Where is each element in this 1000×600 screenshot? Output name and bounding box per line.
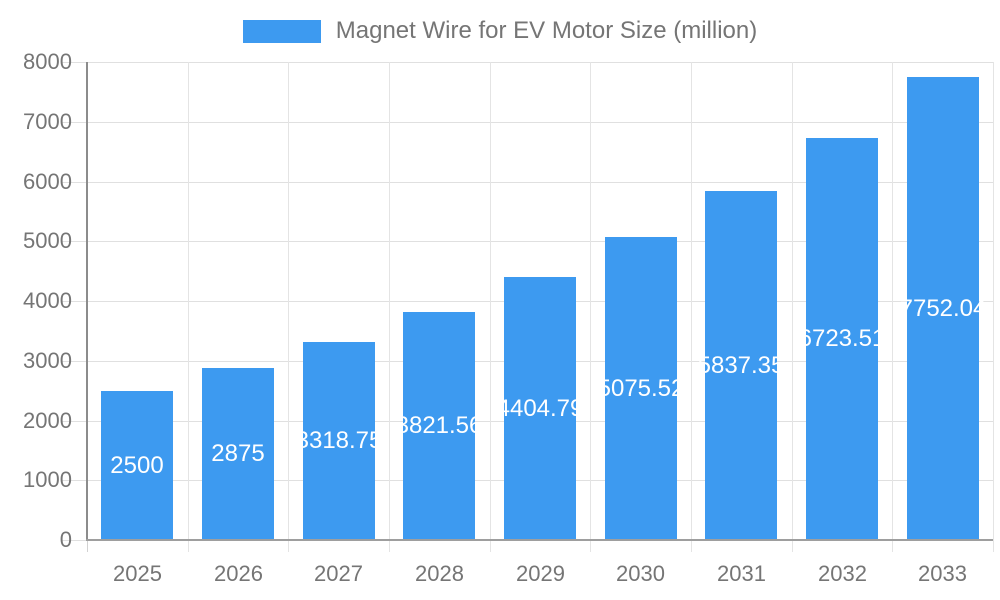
- bar-2029: 4404.79: [497, 277, 583, 540]
- x-gridline: [792, 62, 793, 552]
- x-axis-tick-label: 2033: [918, 561, 967, 586]
- y-axis-tick-label: 1000: [23, 467, 72, 492]
- bar-value-label: 2875: [211, 440, 265, 467]
- y-gridline: [62, 241, 993, 242]
- x-gridline: [490, 62, 491, 552]
- y-axis-tick-label: 8000: [23, 49, 72, 74]
- bar-value-label: 7752.04: [899, 294, 987, 322]
- y-axis-tick-label: 2000: [23, 408, 72, 433]
- bar-value-label: 5837.35: [697, 351, 785, 379]
- y-gridline: [62, 62, 993, 63]
- x-axis-tick-label: 2025: [113, 561, 162, 586]
- bar-value-label: 5075.52: [597, 374, 685, 402]
- bar-2028: 3821.56: [396, 312, 482, 540]
- y-axis-line: [86, 62, 88, 540]
- x-axis-tick-label: 2028: [415, 561, 464, 586]
- x-gridline: [590, 62, 591, 552]
- x-axis-tick-label: 2029: [516, 561, 565, 586]
- bar-2025: 2500: [101, 391, 173, 540]
- bar-2027: 3318.75: [296, 342, 382, 540]
- bar-2031: 5837.35: [698, 191, 784, 540]
- x-axis-tick-label: 2032: [818, 561, 867, 586]
- x-axis-tick-label: 2026: [214, 561, 263, 586]
- bar-2032: 6723.51: [799, 138, 885, 540]
- bar-2030: 5075.52: [598, 237, 684, 540]
- bar-value-label: 3318.75: [295, 427, 383, 454]
- x-axis-tick-label: 2031: [717, 561, 766, 586]
- legend-swatch-icon: [242, 19, 321, 43]
- x-gridline: [892, 62, 893, 552]
- x-gridline: [993, 62, 994, 552]
- x-gridline: [691, 62, 692, 552]
- bar-value-label: 3821.56: [395, 412, 483, 439]
- bar-value-label: 4404.79: [496, 394, 584, 422]
- bar-value-label: 6723.51: [798, 325, 886, 352]
- y-axis-tick-label: 5000: [23, 228, 72, 253]
- x-gridline: [389, 62, 390, 552]
- x-axis-line: [86, 539, 993, 541]
- y-axis-tick-label: 6000: [23, 169, 72, 194]
- x-gridline: [188, 62, 189, 552]
- x-axis-tick: [87, 540, 88, 552]
- y-axis-tick-label: 3000: [23, 348, 72, 373]
- legend[interactable]: Magnet Wire for EV Motor Size (million): [0, 17, 1000, 45]
- y-gridline: [62, 122, 993, 123]
- bar-2026: 2875: [202, 368, 274, 540]
- x-axis-tick-label: 2030: [616, 561, 665, 586]
- y-axis-tick-label: 0: [59, 527, 72, 552]
- y-axis-tick-label: 4000: [23, 288, 72, 313]
- bar-2033: 7752.04: [900, 77, 986, 540]
- x-gridline: [288, 62, 289, 552]
- x-axis-tick-label: 2027: [314, 561, 363, 586]
- y-axis-tick-label: 7000: [23, 109, 72, 134]
- bar-value-label: 2500: [110, 451, 164, 479]
- y-gridline: [62, 182, 993, 183]
- legend-label: Magnet Wire for EV Motor Size (million): [335, 17, 758, 44]
